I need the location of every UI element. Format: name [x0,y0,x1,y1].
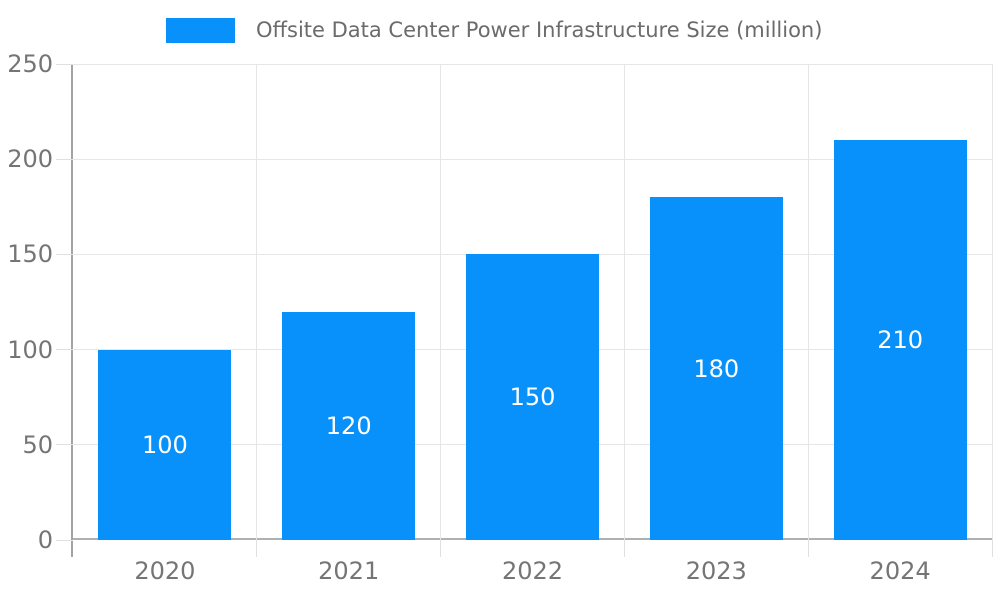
x-axis-label: 2020 [134,557,196,585]
y-gridline [73,63,992,65]
bar[interactable] [98,349,232,540]
x-gridline [256,64,258,540]
x-axis-tick [256,540,258,557]
y-axis-label: 200 [7,145,53,174]
y-axis-tick [56,253,73,255]
y-axis-tick [56,444,73,446]
x-axis-label: 2024 [869,557,931,585]
x-gridline [623,64,625,540]
y-axis-label: 100 [7,335,53,364]
bar-value-label: 180 [693,354,740,383]
bar-value-label: 210 [877,326,923,355]
x-axis-label: 2021 [318,557,380,585]
bar[interactable] [282,311,416,540]
y-axis-tick [56,539,73,541]
bar[interactable] [833,140,967,540]
y-axis-label: 0 [37,526,53,554]
x-gridline [991,64,993,540]
y-axis-label: 250 [7,50,53,78]
y-gridline [73,158,992,160]
y-axis-tick [56,158,73,160]
bar[interactable] [649,197,783,540]
x-axis-tick [623,540,625,557]
x-axis-tick [991,540,993,557]
x-gridline [807,64,809,540]
bar-value-label: 100 [141,430,188,459]
x-axis-tick [440,540,442,557]
y-axis-line [71,64,73,557]
legend-label: Offsite Data Center Power Infrastructure… [256,18,823,42]
x-axis-tick [807,540,809,557]
y-axis-label: 50 [22,430,53,459]
x-axis-label: 2023 [685,557,747,585]
bar-value-label: 120 [325,411,372,440]
bar[interactable] [466,254,599,540]
bar-value-label: 150 [509,383,556,412]
y-axis-tick [56,349,73,351]
y-axis-tick [56,63,73,65]
legend-swatch-icon[interactable] [166,18,235,43]
y-axis-label: 150 [7,240,53,269]
x-gridline [440,64,442,540]
x-axis-label: 2022 [501,557,564,585]
